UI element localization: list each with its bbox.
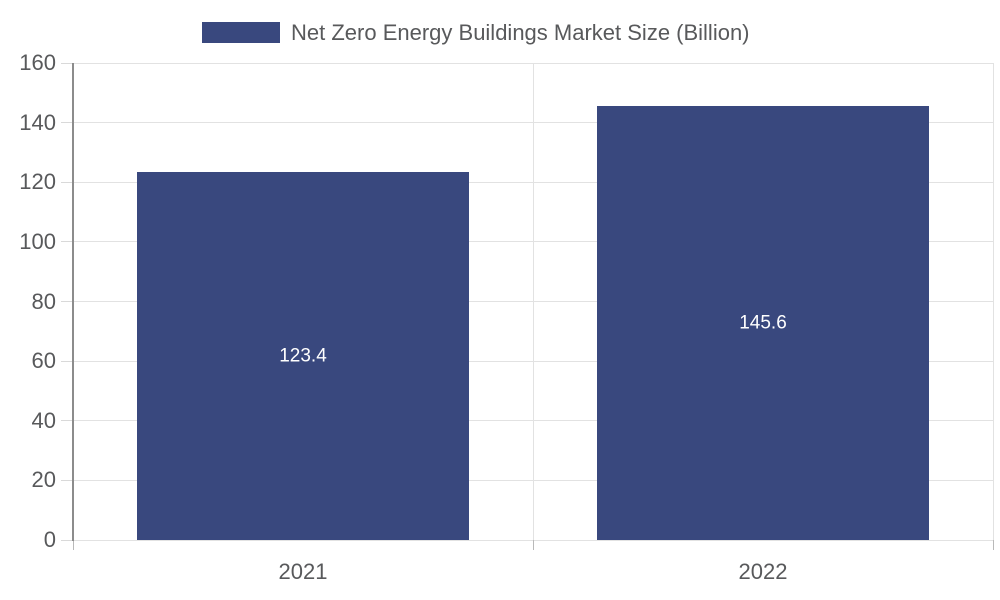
legend-label: Net Zero Energy Buildings Market Size (B… [291, 20, 750, 45]
y-tick-mark [61, 360, 73, 362]
x-tick-mark [72, 540, 74, 550]
bar[interactable] [597, 105, 929, 540]
y-tick-mark [61, 181, 73, 183]
bar[interactable] [137, 172, 469, 540]
y-tick-label: 20 [31, 467, 56, 493]
y-tick-mark [61, 122, 73, 124]
y-tick-label: 60 [31, 348, 56, 374]
y-tick-mark [61, 420, 73, 422]
y-tick-label: 140 [19, 109, 56, 135]
y-axis-line [72, 63, 74, 541]
y-tick-label: 160 [19, 50, 56, 75]
bar-value-label: 123.4 [279, 345, 327, 367]
y-tick-label: 40 [31, 407, 56, 433]
category-boundary-gridline [532, 63, 534, 540]
x-tick-mark [532, 540, 534, 550]
category-boundary-gridline [992, 63, 994, 540]
y-tick-mark [61, 479, 73, 481]
y-tick-mark [61, 62, 73, 64]
x-tick-label: 2021 [278, 559, 328, 584]
y-tick-label: 80 [31, 288, 56, 314]
bar-value-label: 145.6 [739, 312, 787, 334]
x-tick-label: 2022 [738, 559, 788, 584]
y-tick-label: 120 [19, 169, 56, 195]
y-tick-label: 100 [19, 228, 56, 254]
y-tick-mark [61, 301, 73, 302]
x-tick-mark [992, 540, 994, 550]
y-tick-mark [61, 539, 73, 541]
y-tick-mark [61, 241, 73, 243]
y-tick-label: 0 [43, 527, 56, 552]
legend-swatch [202, 22, 280, 43]
